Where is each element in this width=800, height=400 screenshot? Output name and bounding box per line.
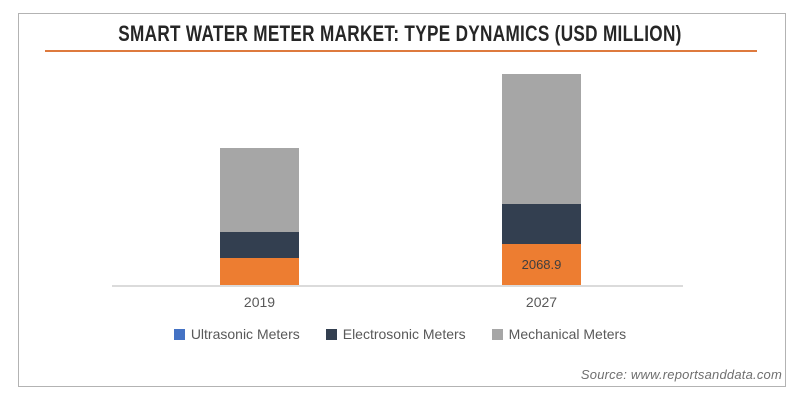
x-axis-label-2027: 2027 — [525, 294, 558, 310]
data-label: 2068.9 — [521, 257, 562, 272]
legend-label: Ultrasonic Meters — [190, 326, 300, 342]
bar-segment-ultrasonic-meters: 2068.9 — [502, 244, 581, 285]
legend-item-mechanical-meters: Mechanical Meters — [491, 326, 627, 342]
source-attribution: Source: www.reportsanddata.com — [580, 367, 782, 382]
chart-title: SMART WATER METER MARKET: TYPE DYNAMICS … — [118, 21, 682, 46]
legend-swatch — [491, 328, 503, 340]
bar-segment-electrosonic-meters — [220, 232, 299, 258]
bar-segment-mechanical-meters — [220, 148, 299, 232]
chart-frame-border — [18, 13, 786, 387]
legend-label: Mechanical Meters — [508, 326, 627, 342]
bar-segment-ultrasonic-meters — [220, 258, 299, 285]
bar-segment-mechanical-meters — [502, 74, 581, 204]
bar-segment-electrosonic-meters — [502, 204, 581, 244]
legend-item-ultrasonic-meters: Ultrasonic Meters — [173, 326, 300, 342]
legend-label: Electrosonic Meters — [342, 326, 466, 342]
x-axis-line — [112, 285, 683, 287]
legend: Ultrasonic Meters Electrosonic Meters Me… — [0, 326, 800, 342]
x-axis-label-2019: 2019 — [243, 294, 276, 310]
bar-stack — [220, 148, 299, 285]
title-underline-rule — [45, 50, 757, 52]
legend-swatch — [173, 328, 185, 340]
bar-stack: 2068.9 — [502, 74, 581, 285]
legend-swatch — [325, 328, 337, 340]
legend-item-electrosonic-meters: Electrosonic Meters — [325, 326, 466, 342]
